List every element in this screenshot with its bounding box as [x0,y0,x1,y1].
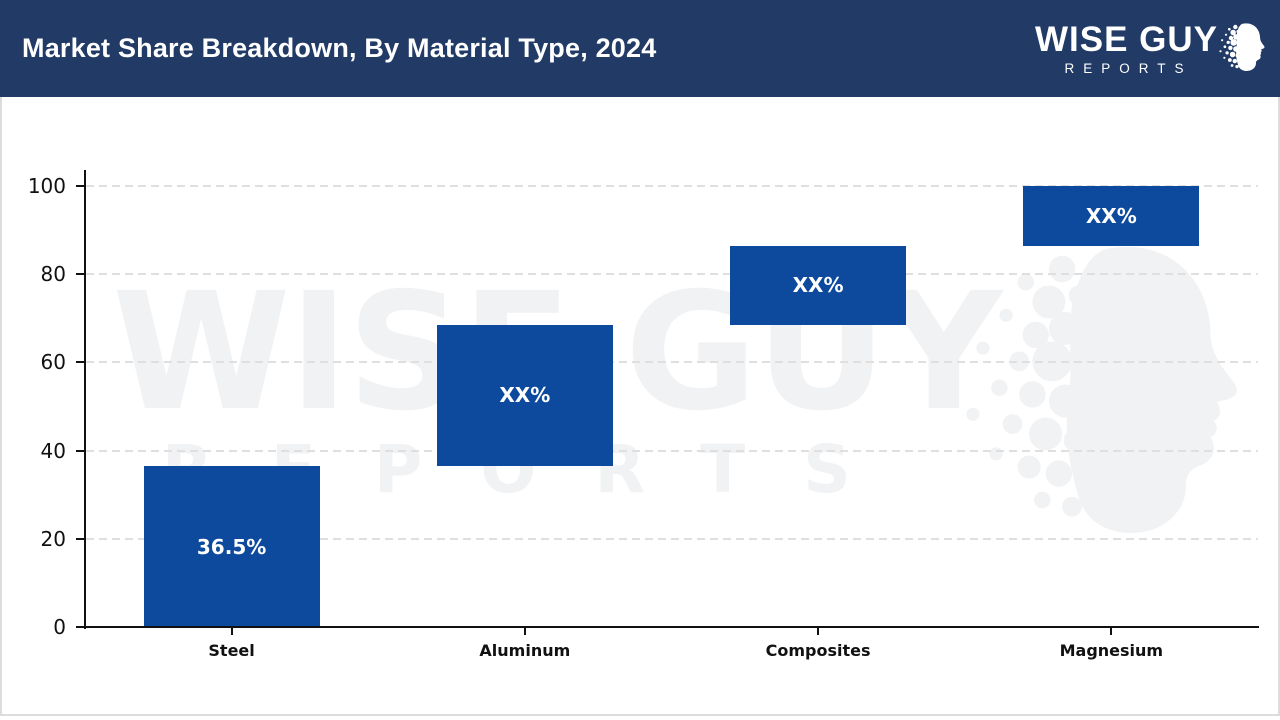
y-axis-tick [76,273,84,276]
x-axis-tick [1110,628,1113,635]
bar-composites: XX% [730,245,907,325]
x-axis-tick [230,628,233,635]
gridline [86,537,1258,540]
y-axis-tick [76,449,84,452]
y-axis-tick [76,537,84,540]
x-axis-label-aluminum: Aluminum [479,641,571,660]
header-bar: Market Share Breakdown, By Material Type… [0,0,1280,97]
brand-subname: REPORTS [1064,60,1193,76]
bar-value-label: 36.5% [196,534,267,559]
brand-face-icon [1219,22,1265,71]
y-axis-tick [76,361,84,364]
x-axis-label-steel: Steel [208,641,255,660]
bar-value-label: XX% [1085,203,1137,228]
y-axis-tick-label: 60 [40,350,66,375]
x-axis-label-composites: Composites [765,641,871,660]
gridline [86,449,1258,452]
gridline [86,273,1258,276]
bar-magnesium: XX% [1023,186,1200,246]
x-axis-line [84,626,1259,628]
bar-value-label: XX% [792,273,844,298]
y-axis-tick [76,185,84,187]
gridline [86,185,1258,187]
bar-steel: 36.5% [143,466,320,627]
brand-logo-text: WISE GUY REPORTS [1035,22,1218,76]
y-axis-line [84,170,86,629]
bar-aluminum: XX% [436,324,613,467]
gridline [86,361,1258,364]
x-axis-tick [523,628,526,635]
y-axis-tick-label: 20 [40,526,66,551]
bar-value-label: XX% [499,383,551,408]
y-axis-tick [76,626,84,628]
y-axis-tick-label: 40 [40,438,66,463]
brand-name: WISE GUY [1034,19,1218,59]
page-title: Market Share Breakdown, By Material Type… [22,33,657,63]
y-axis-tick-label: 0 [53,615,66,639]
y-axis-tick-label: 100 [27,174,66,198]
x-axis-label-magnesium: Magnesium [1059,641,1164,660]
brand-logo: WISE GUY REPORTS [1035,0,1270,97]
x-axis-tick [817,628,820,635]
y-axis-tick-label: 80 [40,262,66,287]
